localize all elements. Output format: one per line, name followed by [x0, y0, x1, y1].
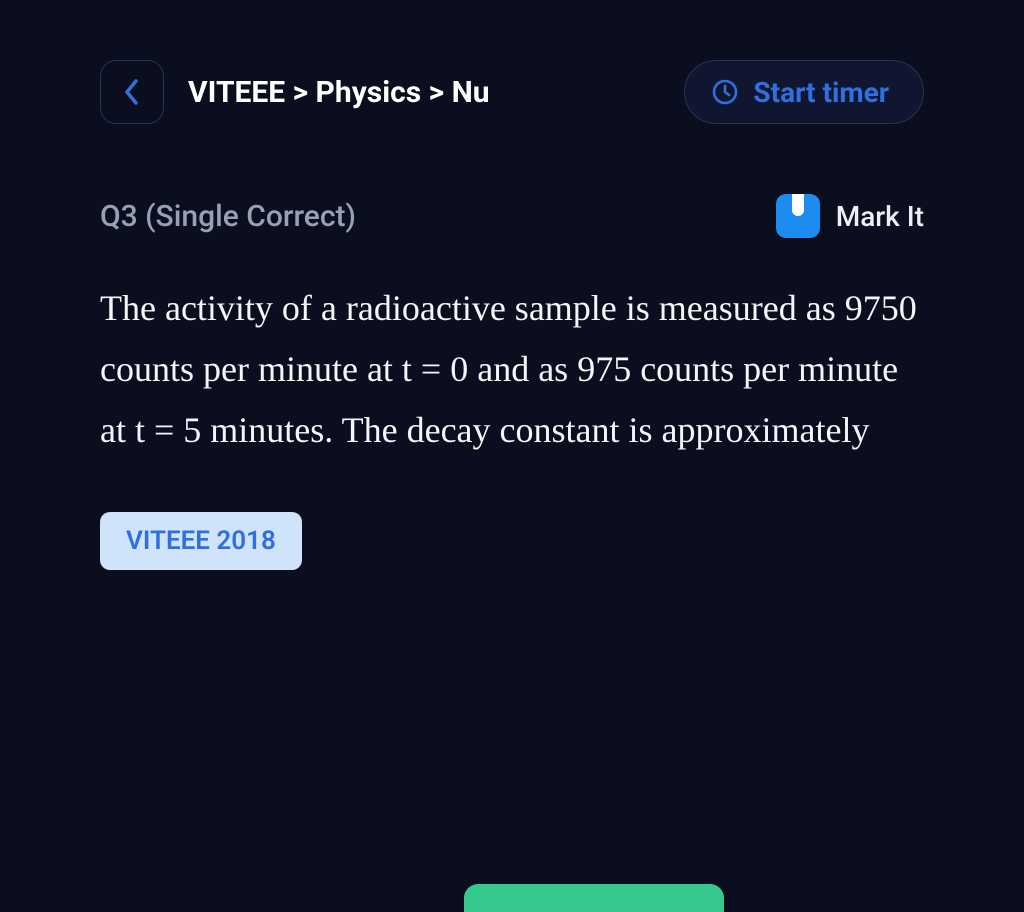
clock-icon — [711, 78, 739, 106]
chevron-left-icon — [123, 78, 141, 106]
question-header: Q3 (Single Correct) Mark It — [100, 194, 924, 238]
question-body: The activity of a radioactive sample is … — [100, 278, 924, 462]
bookmark-icon — [776, 194, 820, 238]
source-tag[interactable]: VITEEE 2018 — [100, 512, 302, 570]
question-number-label: Q3 (Single Correct) — [100, 199, 356, 234]
bottom-accent-bar — [464, 884, 724, 912]
start-timer-button[interactable]: Start timer — [684, 60, 924, 124]
mark-it-button[interactable]: Mark It — [776, 194, 924, 238]
mark-it-label: Mark It — [836, 200, 924, 233]
question-screen: VITEEE > Physics > Nu Start timer Q3 (Si… — [0, 0, 1024, 912]
breadcrumb: VITEEE > Physics > Nu — [188, 75, 490, 110]
start-timer-label: Start timer — [753, 76, 889, 109]
back-button[interactable] — [100, 60, 164, 124]
top-bar: VITEEE > Physics > Nu Start timer — [100, 60, 924, 124]
